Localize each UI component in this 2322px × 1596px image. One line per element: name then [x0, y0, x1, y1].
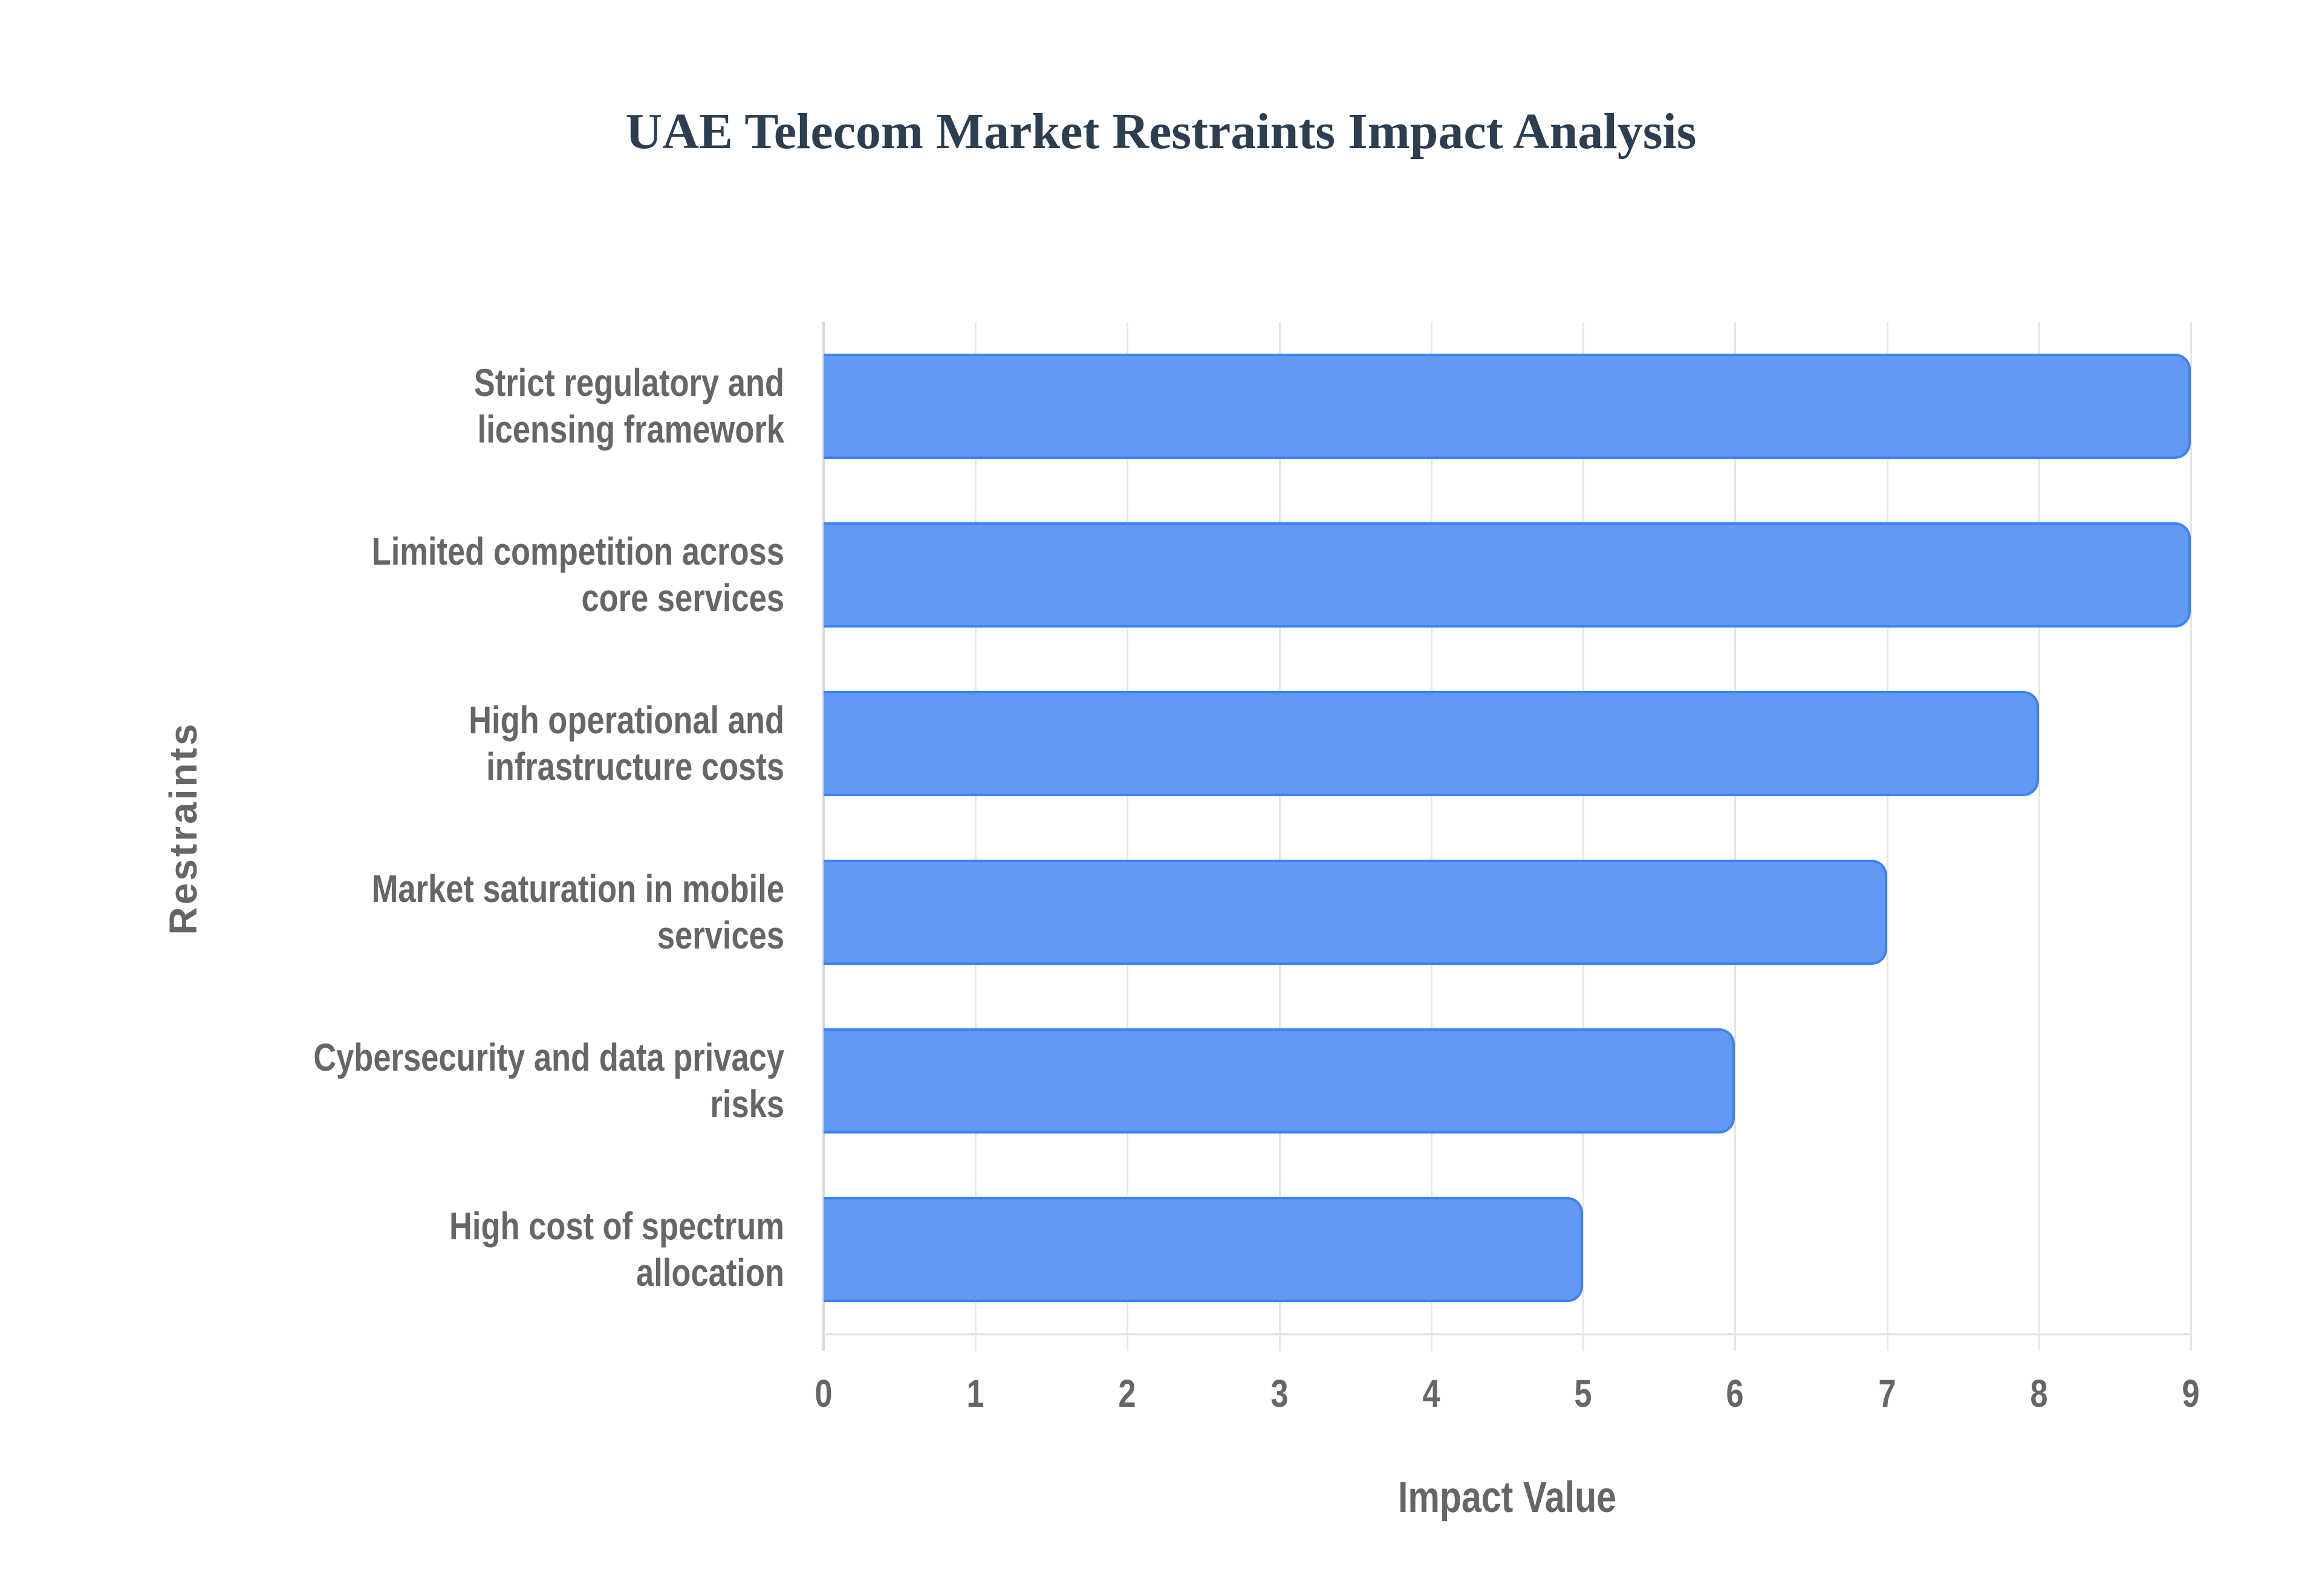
category-label: Cybersecurity and data privacy risks — [239, 1034, 784, 1127]
bar[interactable] — [824, 860, 1887, 965]
category-label: High operational and infrastructure cost… — [239, 697, 784, 790]
y-axis-title: Restraints — [161, 721, 205, 935]
x-tick-label: 7 — [1878, 1372, 1896, 1415]
bar[interactable] — [824, 1028, 1735, 1134]
bar[interactable] — [824, 522, 2191, 628]
x-tick-label: 3 — [1270, 1372, 1289, 1415]
gridline-2 — [1127, 322, 1129, 1351]
category-label-line: High operational and — [469, 698, 784, 742]
category-label-line: licensing framework — [477, 407, 784, 451]
category-label-line: Market saturation in mobile — [371, 867, 784, 910]
x-tick-label: 4 — [1422, 1372, 1440, 1415]
category-label: Strict regulatory and licensing framewor… — [239, 360, 784, 453]
bar[interactable] — [824, 354, 2191, 459]
gridline-5 — [1582, 322, 1585, 1351]
gridline-4 — [1430, 322, 1433, 1351]
x-tick-label: 5 — [1574, 1372, 1592, 1415]
category-label-line: High cost of spectrum — [449, 1204, 784, 1248]
gridline-6 — [1734, 322, 1737, 1351]
category-label-line: core services — [581, 576, 784, 620]
x-tick-label: 9 — [2182, 1372, 2200, 1415]
gridline-8 — [2038, 322, 2040, 1351]
category-label-line: Limited competition across — [371, 530, 784, 573]
x-tick-label: 8 — [2030, 1372, 2048, 1415]
gridline-9 — [2190, 322, 2192, 1351]
x-axis-line — [824, 1333, 2192, 1335]
category-label-line: risks — [710, 1082, 784, 1126]
x-axis-title: Impact Value — [1398, 1473, 1616, 1522]
x-tick-label: 2 — [1118, 1372, 1136, 1415]
category-label: High cost of spectrum allocation — [239, 1203, 784, 1296]
gridline-0 — [822, 322, 825, 1351]
gridline-7 — [1886, 322, 1888, 1351]
gridline-3 — [1278, 322, 1281, 1351]
x-tick-label: 0 — [815, 1372, 833, 1415]
category-label-line: Cybersecurity and data privacy — [313, 1036, 784, 1079]
chart-title: UAE Telecom Market Restraints Impact Ana… — [625, 103, 1697, 160]
category-label-line: infrastructure costs — [486, 745, 784, 788]
category-label-line: allocation — [636, 1251, 784, 1294]
category-label-line: services — [657, 913, 784, 957]
category-label-line: Strict regulatory and — [473, 361, 784, 404]
category-label: Market saturation in mobile services — [239, 866, 784, 959]
plot-area — [822, 322, 2192, 1351]
bar[interactable] — [824, 691, 2039, 796]
bar[interactable] — [824, 1197, 1584, 1302]
category-label: Limited competition across core services — [239, 528, 784, 621]
x-tick-label: 1 — [966, 1372, 984, 1415]
x-tick-label: 6 — [1726, 1372, 1744, 1415]
gridline-1 — [975, 322, 977, 1351]
